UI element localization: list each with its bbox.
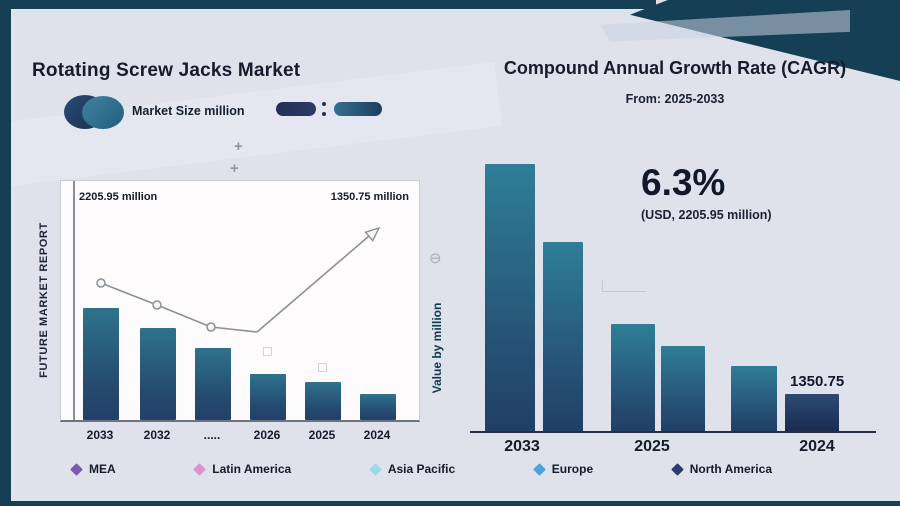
legend-item-label: Europe — [551, 462, 594, 476]
bar-2033 — [83, 308, 119, 420]
frame-bottom-bar — [0, 501, 900, 506]
square-decor-icon — [263, 347, 272, 356]
x-tick-label: 2024 — [363, 428, 391, 442]
diamond-icon — [532, 462, 546, 476]
cagr-bar-2033-primary — [485, 164, 535, 432]
x-tick-label: 2033 — [504, 438, 540, 455]
bar-2026 — [250, 374, 286, 420]
scale-colon — [322, 102, 328, 116]
x-tick-label: 2025 — [634, 438, 670, 455]
x-tick-label: 2025 — [308, 428, 336, 442]
left-chart-legend: Market Size million — [64, 94, 384, 134]
market-size-bar-chart: 2205.95 million 1350.75 million — [60, 180, 420, 422]
frame-top-bar — [11, 0, 656, 9]
cylinder-front-shape — [82, 96, 124, 129]
legend-item-label: Latin America — [212, 462, 292, 476]
left-chart-title: Rotating Screw Jacks Market — [32, 60, 301, 81]
cagr-value: 6.3% — [641, 162, 726, 203]
x-tick-label: 2032 — [143, 428, 171, 442]
left-axis-label: FUTURE MARKET REPORT — [38, 222, 50, 378]
cylinder-icon — [64, 94, 126, 130]
value-annotation-2033: 2205.95 million — [79, 191, 158, 203]
y-axis-line — [73, 181, 75, 420]
legend-item-europe: Europe — [532, 462, 594, 476]
right-chart-subtitle: From: 2025-2033 — [625, 92, 725, 106]
bar-2024 — [360, 394, 396, 420]
value-annotation-1350: 1350.75 — [790, 373, 845, 390]
region-legend: MEA Latin America Asia Pacific Europe No… — [70, 462, 772, 476]
legend-label: Market Size million — [132, 104, 245, 118]
diamond-icon — [70, 462, 83, 476]
plus-decor-icon: + — [230, 160, 239, 177]
square-decor-icon — [318, 363, 327, 372]
value-annotation-2024: 1350.75 million — [330, 191, 409, 203]
bar-dots — [195, 348, 231, 420]
cagr-note: (USD, 2205.95 million) — [641, 208, 772, 222]
legend-item-mea: MEA — [70, 462, 116, 476]
circle-minus-icon: ⊖ — [429, 250, 442, 267]
legend-item-asia-pacific: Asia Pacific — [368, 462, 456, 476]
cagr-bar-2033-secondary — [543, 242, 583, 432]
scale-pill-right — [334, 102, 382, 116]
step-decor-line — [602, 280, 646, 292]
legend-item-latin-america: Latin America — [193, 462, 292, 476]
x-tick-label: ..... — [203, 428, 221, 442]
diamond-icon — [193, 462, 207, 476]
x-tick-label: 2024 — [799, 438, 835, 455]
right-chart-baseline — [470, 431, 876, 433]
diamond-icon — [368, 462, 382, 476]
bar-2025 — [305, 382, 341, 420]
legend-item-north-america: North America — [670, 462, 772, 476]
x-tick-label: 2026 — [253, 428, 281, 442]
cagr-bar-2025-primary — [611, 324, 655, 432]
legend-item-label: MEA — [89, 462, 116, 476]
plus-decor-icon: + — [234, 138, 243, 155]
right-chart-title: Compound Annual Growth Rate (CAGR) — [503, 58, 847, 78]
scale-pill-left — [276, 102, 316, 116]
cagr-bar-2024-secondary — [785, 394, 839, 432]
right-chart-y-axis-label: Value by million — [430, 302, 444, 394]
legend-item-label: Asia Pacific — [387, 462, 456, 476]
frame-left-bar — [0, 0, 11, 506]
cagr-bar-2025-secondary — [661, 346, 705, 432]
legend-item-label: North America — [689, 462, 772, 476]
cagr-bar-2024-primary — [731, 366, 777, 432]
x-tick-label: 2033 — [86, 428, 114, 442]
bar-2032 — [140, 328, 176, 420]
diamond-icon — [670, 462, 684, 476]
